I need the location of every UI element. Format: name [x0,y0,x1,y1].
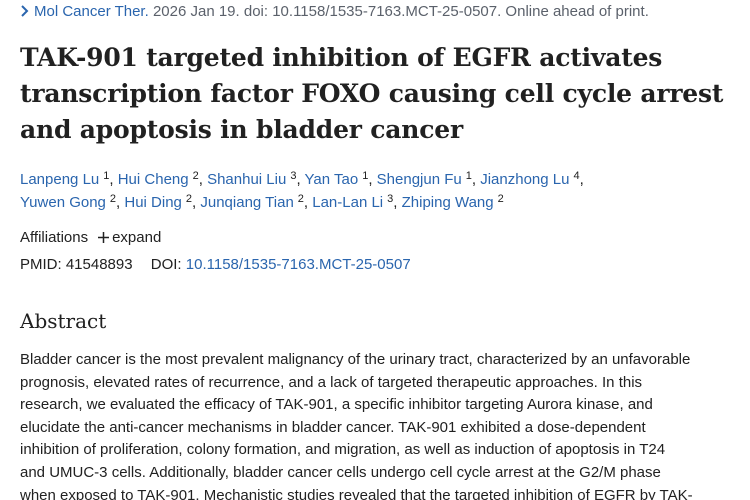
affiliation-number[interactable]: 1 [103,170,110,182]
citation-details: 2026 Jan 19. doi: 10.1158/1535-7163.MCT-… [152,3,649,20]
separator: , [368,171,373,188]
affiliation-number[interactable]: 2 [192,170,199,182]
affiliation-number[interactable]: 1 [362,170,369,182]
journal-link[interactable]: Mol Cancer Ther. [34,3,149,20]
author-name[interactable]: Shengjun Fu [376,171,462,188]
separator: , [471,171,477,188]
abstract-line: elucidate the anti-cancer mechanisms in … [20,418,646,436]
author-name[interactable]: Zhiping Wang [401,194,494,211]
separator: , [116,194,121,211]
separator: , [303,194,309,211]
expand-toggle[interactable]: expand [112,229,162,246]
title-line: transcription factor FOXO causing cell c… [20,79,724,108]
pmid-label: PMID: [20,256,62,273]
title-line: and apoptosis in bladder cancer [20,115,463,144]
author-name[interactable]: Yuwen Gong [20,194,106,211]
author-name[interactable]: Lanpeng Lu [20,171,100,188]
identifiers: PMID: 41548893 DOI: 10.1158/1535-7163.MC… [20,256,411,273]
abstract-line: when exposed to TAK-901. Mechanistic stu… [20,486,693,500]
doi-label: DOI: [150,256,182,273]
affiliation-number[interactable]: 1 [465,170,472,182]
abstract-line: prognosis, elevated rates of recurrence,… [20,373,643,391]
abstract-line: Bladder cancer is the most prevalent mal… [20,351,691,368]
author-name[interactable]: Junqiang Tian [200,194,294,211]
affiliation-number[interactable]: 2 [185,193,193,205]
affiliations-label: Affiliations [20,229,89,246]
author-name[interactable]: Hui Cheng [117,171,189,188]
separator: , [192,194,197,211]
citation: Mol Cancer Ther. 2026 Jan 19. doi: 10.11… [20,3,649,20]
chevron-icon [21,5,29,17]
author-name[interactable]: Shanhui Liu [207,171,287,188]
article-title: TAK-901 targeted inhibition of EGFR acti… [20,40,723,148]
separator: , [579,171,584,188]
doi-link[interactable]: 10.1158/1535-7163.MCT-25-0507 [185,256,411,273]
abstract-line: and UMUC-3 cells. Additionally, bladder … [20,463,661,481]
author-row: Lanpeng Lu 1, Hui Cheng 2, Shanhui Liu 3, Y… [20,168,584,191]
affiliation-number[interactable]: 2 [297,193,304,205]
author-name[interactable]: Hui Ding [124,194,182,211]
author-name[interactable]: Jianzhong Lu [480,171,570,188]
abstract-heading: Abstract [20,309,107,333]
affiliation-number[interactable]: 4 [573,170,580,182]
separator: , [198,171,203,188]
affiliation-number[interactable]: 3 [387,193,394,205]
separator: , [296,171,301,188]
abstract-text: Bladder cancer is the most prevalent mal… [20,349,693,500]
separator: , [393,194,398,211]
affiliations: Affiliations expand [20,229,161,246]
title-line: TAK-901 targeted inhibition of EGFR acti… [20,43,663,72]
abstract-line: inhibition of proliferation, colony form… [20,441,666,459]
affiliation-number[interactable]: 2 [109,193,117,205]
affiliation-number[interactable]: 3 [290,170,297,182]
abstract-line: research, we evaluated the efficacy of T… [20,396,653,414]
author-row: Yuwen Gong 2, Hui Ding 2, Junqiang Tian 2, … [20,191,584,214]
plus-icon [98,232,110,243]
pmid: 41548893 [65,256,133,273]
author-name[interactable]: Lan-Lan Li [312,194,384,211]
author-name[interactable]: Yan Tao [304,171,359,188]
affiliation-number[interactable]: 2 [497,193,504,205]
separator: , [109,171,114,188]
author-list: Lanpeng Lu 1, Hui Cheng 2, Shanhui Liu 3, Y… [20,168,584,214]
